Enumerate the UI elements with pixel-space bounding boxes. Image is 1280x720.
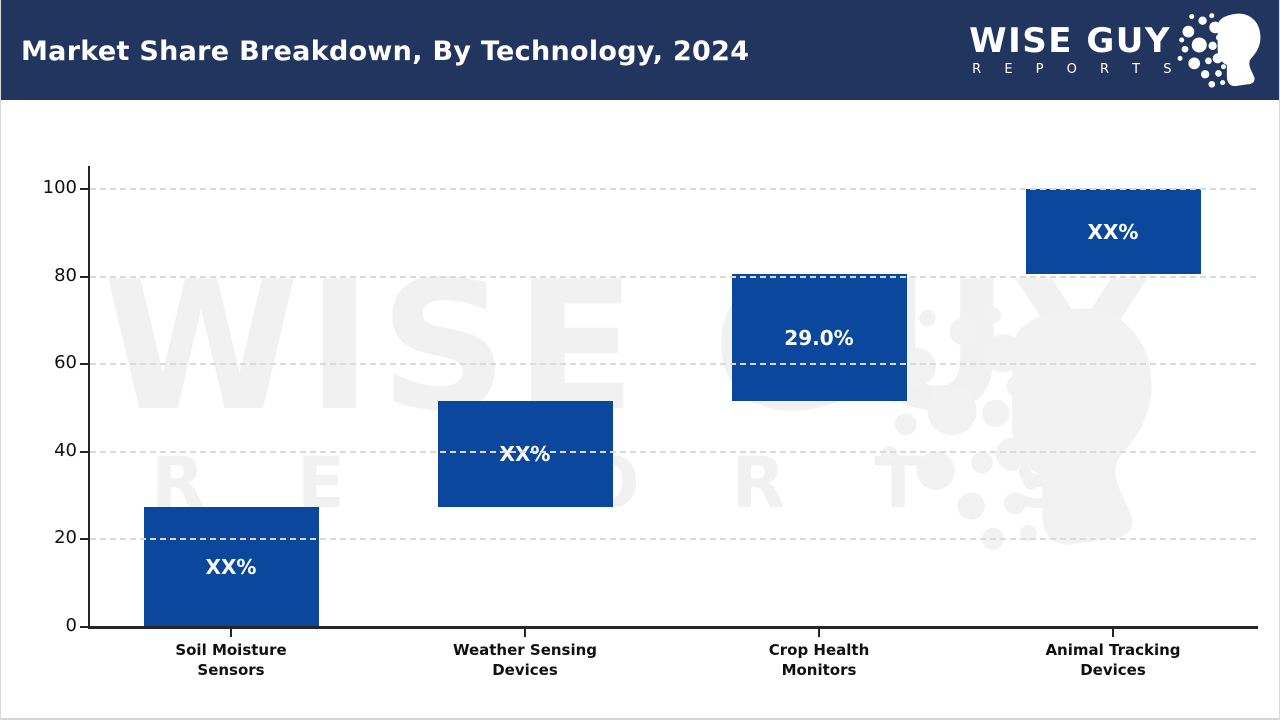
- gridline-40: [90, 450, 1256, 453]
- x-tick-animal-tracking-devices: [1112, 629, 1114, 637]
- bar-value-label-soil-moisture-sensors: XX%: [205, 554, 257, 579]
- bar-weather-sensing-devices: XX%: [437, 401, 613, 507]
- category-label-line: Crop Health: [768, 641, 870, 659]
- header-band: Market Share Breakdown, By Technology, 2…: [1, 0, 1279, 100]
- bar-soil-moisture-sensors: XX%: [143, 506, 319, 627]
- x-axis-line: [88, 626, 1258, 629]
- category-label-soil-moisture-sensors: Soil Moisture Sensors: [101, 640, 361, 680]
- category-label-line: Sensors: [197, 661, 265, 679]
- y-tick-0: [80, 626, 88, 628]
- category-label-line: Devices: [492, 661, 558, 679]
- x-tick-soil-moisture-sensors: [230, 629, 232, 637]
- y-tick-40: [80, 450, 88, 453]
- gridline-20: [90, 538, 1256, 541]
- bar-animal-tracking-devices: XX%: [1025, 189, 1201, 275]
- y-tick-60: [80, 363, 88, 366]
- logo-wordmark: WISE GUY: [969, 20, 1171, 61]
- page-title: Market Share Breakdown, By Technology, 2…: [21, 36, 750, 67]
- watermark-head-icon: [881, 307, 1152, 550]
- y-axis-line: [88, 166, 90, 629]
- x-tick-weather-sensing-devices: [524, 629, 526, 637]
- y-tick-label-0: 0: [65, 615, 77, 636]
- dotted-head-icon: [1177, 13, 1261, 88]
- category-label-animal-tracking-devices: Animal Tracking Devices: [983, 640, 1243, 680]
- y-tick-80: [80, 275, 88, 278]
- y-tick-label-80: 80: [54, 264, 77, 286]
- y-tick-100: [80, 188, 88, 190]
- category-label-line: Devices: [1080, 661, 1146, 679]
- bar-crop-health-monitors: 29.0%: [731, 274, 907, 402]
- logo-text: WISE GUY R E P O R T S: [969, 24, 1181, 77]
- y-tick-label-20: 20: [54, 527, 77, 549]
- gridline-60: [90, 363, 1256, 366]
- y-tick-label-60: 60: [54, 352, 77, 374]
- y-tick-20: [80, 538, 88, 541]
- category-label-crop-health-monitors: Crop Health Monitors: [689, 640, 949, 680]
- gridline-100: [90, 188, 1256, 190]
- category-label-line: Weather Sensing: [452, 641, 598, 659]
- y-tick-label-100: 100: [42, 177, 77, 198]
- logo-subtitle: R E P O R T S: [972, 61, 1181, 77]
- category-label-line: Animal Tracking: [1045, 641, 1181, 659]
- bar-value-label-weather-sensing-devices: XX%: [499, 441, 551, 466]
- category-label-line: Soil Moisture: [175, 641, 287, 659]
- y-tick-label-40: 40: [54, 439, 77, 461]
- waterfall-chart: WISE GUY REPORTS 0 20 40 60 80 100 XX% XX% 29.0%…: [1, 100, 1279, 718]
- bar-value-label-crop-health-monitors: 29.0%: [784, 325, 854, 350]
- category-label-weather-sensing-devices: Weather Sensing Devices: [395, 640, 655, 680]
- gridline-80: [90, 275, 1256, 278]
- wise-guy-reports-logo: WISE GUY R E P O R T S: [969, 6, 1267, 94]
- category-label-line: Monitors: [781, 661, 857, 679]
- bar-value-label-animal-tracking-devices: XX%: [1087, 219, 1139, 244]
- x-tick-crop-health-monitors: [818, 629, 820, 637]
